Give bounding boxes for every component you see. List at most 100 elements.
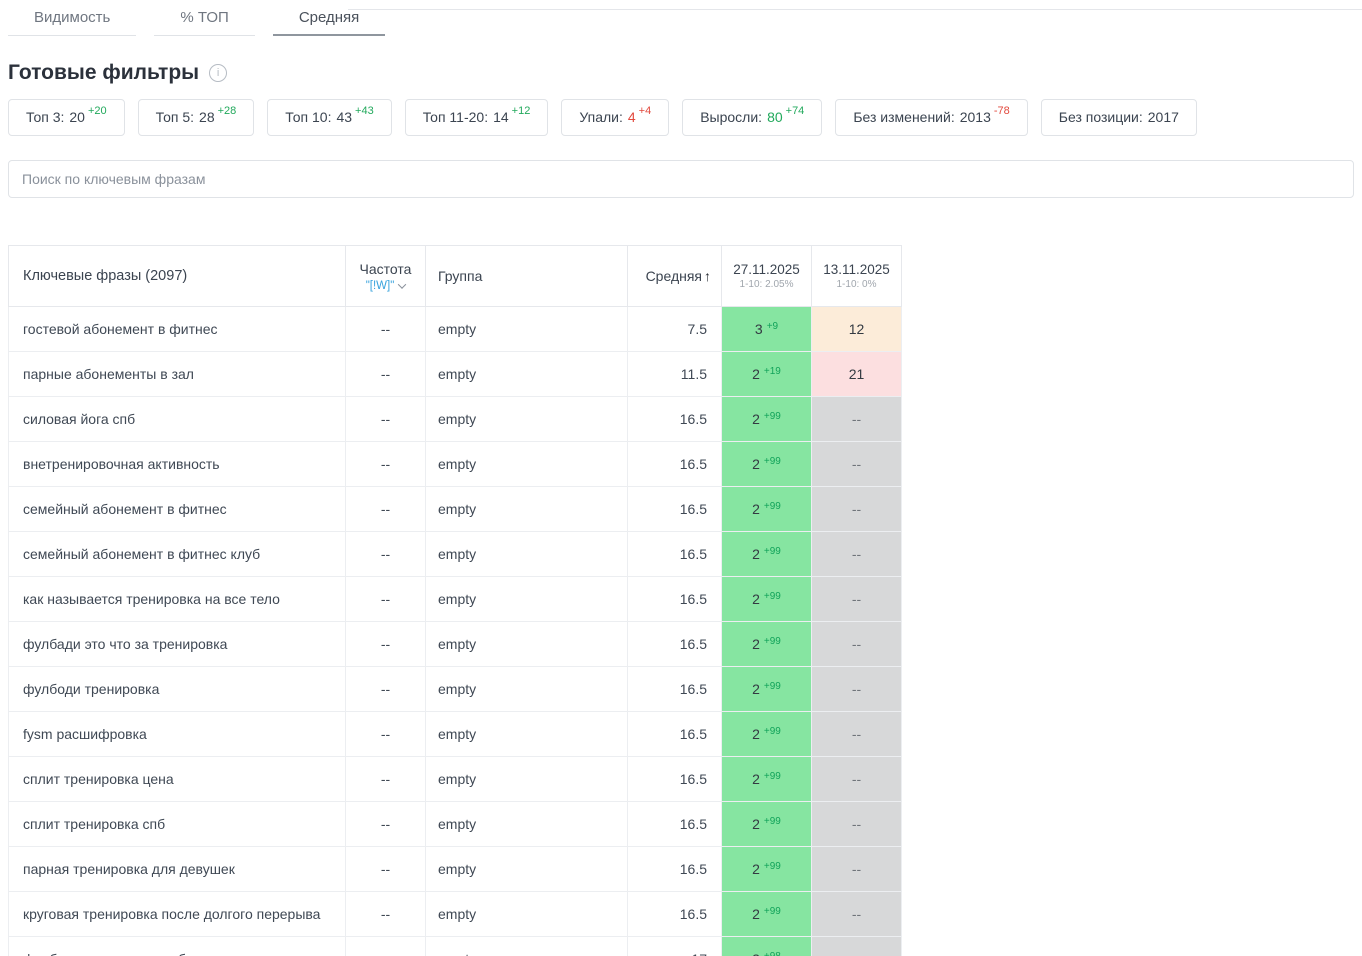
group-cell: empty xyxy=(425,441,628,487)
frequency-filter-dropdown[interactable]: "[!W]" xyxy=(346,280,425,292)
group-cell: empty xyxy=(425,531,628,577)
keyword-cell[interactable]: круговая тренировка после долгого переры… xyxy=(8,891,346,937)
filter-chip[interactable]: Упали: 4 +4 xyxy=(561,99,670,136)
average-cell: 16.5 xyxy=(627,891,722,937)
position-value: 2 xyxy=(752,816,760,832)
filter-chip[interactable]: Топ 3: 20 +20 xyxy=(8,99,125,136)
table-body: гостевой абонемент в фитнес -- empty 7.5… xyxy=(8,306,902,956)
table-row[interactable]: сплит тренировка цена -- empty 16.5 2 +99… xyxy=(8,756,902,802)
table-row[interactable]: парная тренировка для девушек -- empty 1… xyxy=(8,846,902,892)
frequency-cell: -- xyxy=(345,801,426,847)
group-cell: empty xyxy=(425,576,628,622)
position-cell-previous: -- xyxy=(811,441,902,487)
position-cell-previous: -- xyxy=(811,891,902,937)
table-row[interactable]: сплит тренировка спб -- empty 16.5 2 +99 … xyxy=(8,801,902,847)
filter-chip-delta: +43 xyxy=(355,105,374,117)
average-cell: 16.5 xyxy=(627,441,722,487)
position-cell-current: 2 +99 xyxy=(721,531,812,577)
frequency-cell: -- xyxy=(345,846,426,892)
keyword-cell[interactable]: сплит тренировка спб xyxy=(8,801,346,847)
filter-chip[interactable]: Топ 11-20: 14 +12 xyxy=(404,99,549,136)
position-delta: +19 xyxy=(763,366,781,377)
table-row[interactable]: фулбади тренировка спб -- empty 17 2+98 … xyxy=(8,936,902,956)
filter-chip[interactable]: Топ 10: 43 +43 xyxy=(267,99,392,136)
position-delta: +99 xyxy=(763,906,781,917)
position-value: -- xyxy=(851,411,862,427)
filter-chip[interactable]: Выросли: 80 +74 xyxy=(682,99,823,136)
filter-chip-label: Упали: xyxy=(579,109,623,125)
filter-chip-value: 80 xyxy=(767,109,783,125)
keyword-cell[interactable]: семейный абонемент в фитнес клуб xyxy=(8,531,346,577)
tab-label: Средняя xyxy=(298,9,360,26)
position-value: 12 xyxy=(848,321,865,337)
col-header-date-current[interactable]: 27.11.2025 1-10: 2.05% xyxy=(721,245,812,307)
keyword-cell[interactable]: фулбоди тренировка xyxy=(8,666,346,712)
tab[interactable]: Видимость xyxy=(8,0,137,36)
position-cell-current: 2 +99 xyxy=(721,756,812,802)
col-header-group[interactable]: Группа xyxy=(425,245,628,307)
chevron-down-icon xyxy=(398,279,407,289)
group-cell: empty xyxy=(425,666,628,712)
table-row[interactable]: гостевой абонемент в фитнес -- empty 7.5… xyxy=(8,306,902,352)
date-previous-sub: 1-10: 0% xyxy=(836,279,877,290)
col-header-average[interactable]: Средняя ↑ xyxy=(627,245,722,307)
position-cell-current: 3 +9 xyxy=(721,306,812,352)
average-cell: 16.5 xyxy=(627,621,722,667)
group-cell: empty xyxy=(425,846,628,892)
frequency-cell: -- xyxy=(345,441,426,487)
table-row[interactable]: как называется тренировка на все тело --… xyxy=(8,576,902,622)
keyword-cell[interactable]: fysm расшифровка xyxy=(8,711,346,757)
position-delta: +99 xyxy=(763,501,781,512)
position-value: 2 xyxy=(752,951,760,956)
group-cell: empty xyxy=(425,621,628,667)
col-header-date-previous[interactable]: 13.11.2025 1-10: 0% xyxy=(811,245,902,307)
position-cell-current: 2 +19 xyxy=(721,351,812,397)
search-input[interactable] xyxy=(8,160,1354,198)
filter-chip[interactable]: Без позиции: 2017 xyxy=(1040,99,1197,136)
keyword-cell[interactable]: сплит тренировка цена xyxy=(8,756,346,802)
col-header-frequency[interactable]: Частота "[!W]" xyxy=(345,245,426,307)
tab[interactable]: Средняя xyxy=(272,0,386,36)
tabs-bar: Видимость % ТОП Средняя xyxy=(0,0,1362,36)
info-icon[interactable]: i xyxy=(209,64,228,82)
average-cell: 16.5 xyxy=(627,756,722,802)
keyword-cell[interactable]: фулбади тренировка спб xyxy=(8,936,346,956)
filter-chip-value: 28 xyxy=(199,109,215,125)
top-divider xyxy=(348,9,1362,10)
table-row[interactable]: парные абонементы в зал -- empty 11.5 2 +… xyxy=(8,351,902,397)
tab-label: % ТОП xyxy=(180,9,229,26)
col-header-keywords[interactable]: Ключевые фразы (2097) xyxy=(8,245,346,307)
table-row[interactable]: силовая йога спб -- empty 16.5 2 +99 -- xyxy=(8,396,902,442)
keyword-cell[interactable]: силовая йога спб xyxy=(8,396,346,442)
frequency-cell: -- xyxy=(345,576,426,622)
date-previous: 13.11.2025 xyxy=(823,262,890,277)
table-row[interactable]: круговая тренировка после долгого переры… xyxy=(8,891,902,937)
table-row[interactable]: фулбади это что за тренировка -- empty 1… xyxy=(8,621,902,667)
table-row[interactable]: семейный абонемент в фитнес клуб -- empt… xyxy=(8,531,902,577)
table-row[interactable]: внетренировочная активность -- empty 16.… xyxy=(8,441,902,487)
date-current: 27.11.2025 xyxy=(733,262,800,277)
frequency-cell: -- xyxy=(345,936,426,956)
tab[interactable]: % ТОП xyxy=(154,0,255,36)
filter-chip-label: Без изменений: xyxy=(853,109,955,125)
position-value: 2 xyxy=(752,906,760,922)
position-cell-current: 2 +99 xyxy=(721,801,812,847)
table-row[interactable]: fysm расшифровка -- empty 16.5 2 +99 -- xyxy=(8,711,902,757)
position-value: -- xyxy=(851,591,862,607)
keyword-cell[interactable]: семейный абонемент в фитнес xyxy=(8,486,346,532)
keyword-cell[interactable]: гостевой абонемент в фитнес xyxy=(8,306,346,352)
group-cell: empty xyxy=(425,756,628,802)
keyword-cell[interactable]: парные абонементы в зал xyxy=(8,351,346,397)
keyword-cell[interactable]: парная тренировка для девушек xyxy=(8,846,346,892)
table-row[interactable]: фулбоди тренировка -- empty 16.5 2 +99 -- xyxy=(8,666,902,712)
filter-chip[interactable]: Без изменений: 2013 -78 xyxy=(835,99,1028,136)
filter-chip[interactable]: Топ 5: 28 +28 xyxy=(137,99,255,136)
keyword-cell[interactable]: как называется тренировка на все тело xyxy=(8,576,346,622)
keyword-cell[interactable]: внетренировочная активность xyxy=(8,441,346,487)
keyword-cell[interactable]: фулбади это что за тренировка xyxy=(8,621,346,667)
table-row[interactable]: семейный абонемент в фитнес -- empty 16.… xyxy=(8,486,902,532)
keywords-table: Ключевые фразы (2097) Частота "[!W]" Гру… xyxy=(8,245,902,956)
frequency-cell: -- xyxy=(345,306,426,352)
position-value: -- xyxy=(851,906,862,922)
filter-chip-delta: +4 xyxy=(638,105,652,117)
